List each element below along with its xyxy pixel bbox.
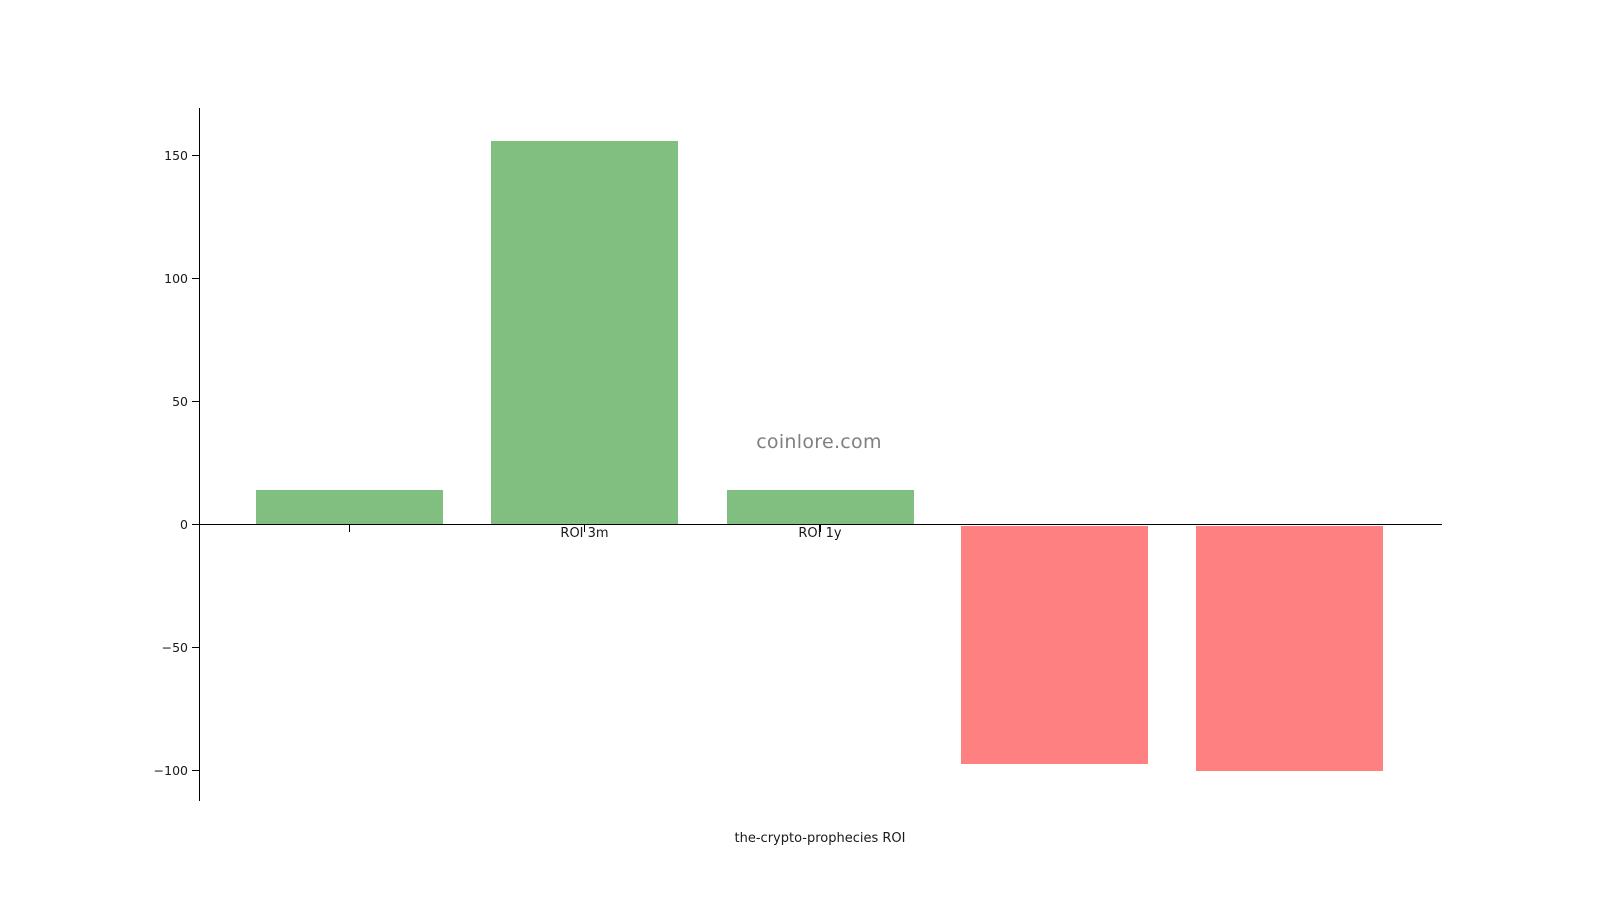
- y-tick-mark: [192, 400, 199, 403]
- y-tick-label: 150: [164, 148, 188, 164]
- x-tick-mark: [583, 525, 586, 532]
- y-tick-label: 100: [164, 271, 188, 287]
- x-tick-mark: [348, 525, 351, 532]
- chart-title: the-crypto-prophecies ROI: [734, 831, 906, 846]
- y-tick-mark: [192, 155, 199, 157]
- y-tick-label: 0: [180, 517, 188, 532]
- y-tick-label: 50: [172, 394, 188, 410]
- watermark-text: coinlore.com: [756, 431, 882, 453]
- y-tick-label: −50: [161, 639, 188, 655]
- roi-bar-4: [961, 525, 1148, 765]
- x-axis: [199, 524, 1442, 526]
- y-tick-label: −100: [153, 762, 188, 778]
- x-tick-label: ROI 1y: [798, 526, 842, 541]
- roi-bar-3: [726, 490, 914, 525]
- roi-bar-1: [256, 490, 443, 525]
- x-tick-mark: [819, 525, 821, 532]
- y-tick-mark: [192, 646, 199, 649]
- y-tick-mark: [192, 523, 199, 526]
- y-tick-mark: [192, 278, 199, 280]
- roi-bar-2: [491, 140, 678, 525]
- roi-bar-5: [1196, 525, 1383, 772]
- y-tick-mark: [192, 769, 199, 772]
- x-tick-label: ROI 3m: [560, 526, 609, 541]
- y-axis: [199, 108, 201, 801]
